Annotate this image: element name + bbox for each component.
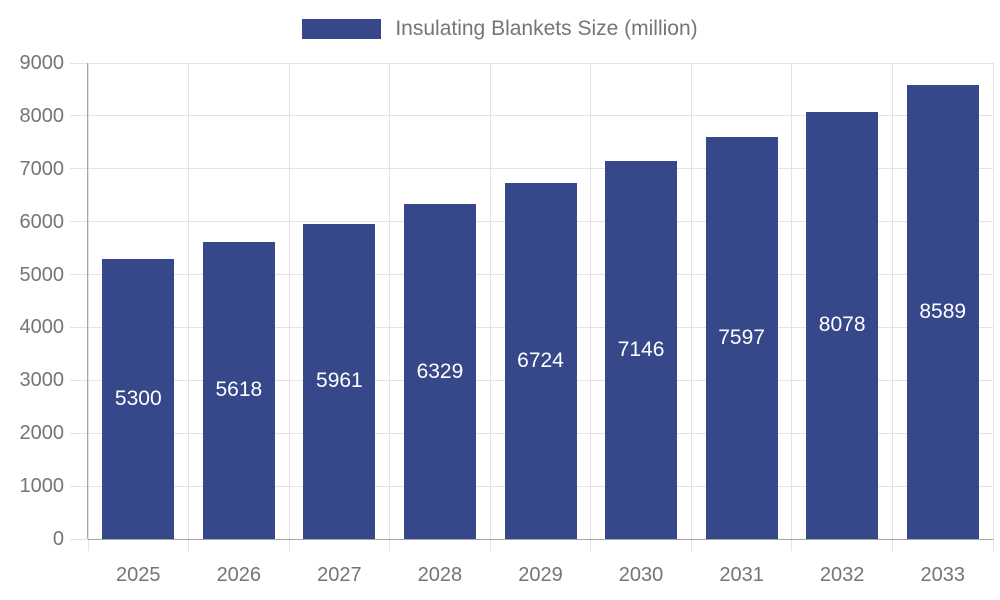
y-tick-label: 5000 bbox=[19, 263, 65, 286]
x-tick-label: 2030 bbox=[618, 564, 664, 586]
x-gridline bbox=[590, 63, 592, 551]
x-tick-label: 2026 bbox=[216, 564, 262, 586]
x-tick-label: 2025 bbox=[116, 564, 161, 586]
x-gridline bbox=[891, 63, 893, 551]
x-tick-label: 2033 bbox=[920, 564, 965, 586]
bar[interactable] bbox=[403, 204, 476, 539]
x-tick-label: 2032 bbox=[819, 564, 865, 586]
bar[interactable] bbox=[504, 183, 577, 539]
bar[interactable] bbox=[806, 111, 879, 539]
x-tick-label: 2028 bbox=[417, 564, 463, 586]
bar-value-label: 7146 bbox=[617, 338, 665, 362]
legend-swatch bbox=[302, 19, 382, 39]
x-tick-label: 2027 bbox=[317, 564, 362, 586]
bar-value-label: 6329 bbox=[416, 359, 464, 383]
x-gridline bbox=[690, 63, 692, 551]
bar[interactable] bbox=[705, 137, 778, 539]
x-gridline bbox=[992, 63, 994, 551]
legend[interactable]: Insulating Blankets Size (million) bbox=[0, 17, 1000, 41]
bar-value-label: 6724 bbox=[517, 349, 564, 373]
y-tick-label: 6000 bbox=[19, 210, 65, 233]
y-axis-line bbox=[87, 63, 88, 539]
bar[interactable] bbox=[102, 258, 175, 539]
bar-value-label: 5961 bbox=[316, 369, 363, 393]
y-tick-label: 3000 bbox=[19, 369, 65, 392]
y-gridline bbox=[70, 62, 993, 64]
bar-value-label: 5618 bbox=[215, 378, 263, 402]
y-tick-label: 8000 bbox=[19, 104, 65, 127]
x-tick-label: 2031 bbox=[719, 564, 764, 586]
y-tick-label: 2000 bbox=[19, 422, 65, 445]
bar-value-label: 8589 bbox=[919, 299, 967, 323]
x-axis-line bbox=[88, 538, 993, 540]
bar[interactable] bbox=[303, 223, 376, 539]
y-tick-label: 9000 bbox=[19, 52, 65, 74]
legend-label: Insulating Blankets Size (million) bbox=[395, 17, 698, 40]
x-gridline bbox=[288, 63, 290, 551]
y-tick-label: 7000 bbox=[19, 157, 65, 180]
y-gridline bbox=[70, 115, 993, 117]
y-gridline bbox=[70, 168, 993, 170]
x-gridline bbox=[87, 63, 89, 551]
x-gridline bbox=[489, 63, 491, 551]
x-gridline bbox=[188, 63, 190, 551]
x-tick-label: 2029 bbox=[518, 564, 563, 586]
bar-value-label: 8078 bbox=[818, 313, 866, 337]
bar[interactable] bbox=[202, 241, 275, 539]
bar-value-label: 7597 bbox=[718, 326, 765, 350]
bar-value-label: 5300 bbox=[114, 386, 162, 410]
bar[interactable] bbox=[906, 84, 979, 539]
y-tick-label: 0 bbox=[52, 528, 64, 550]
x-gridline bbox=[389, 63, 391, 551]
bar[interactable] bbox=[605, 161, 678, 539]
y-tick-label: 4000 bbox=[19, 316, 65, 339]
x-gridline bbox=[791, 63, 793, 551]
y-tick-label: 1000 bbox=[19, 475, 65, 498]
